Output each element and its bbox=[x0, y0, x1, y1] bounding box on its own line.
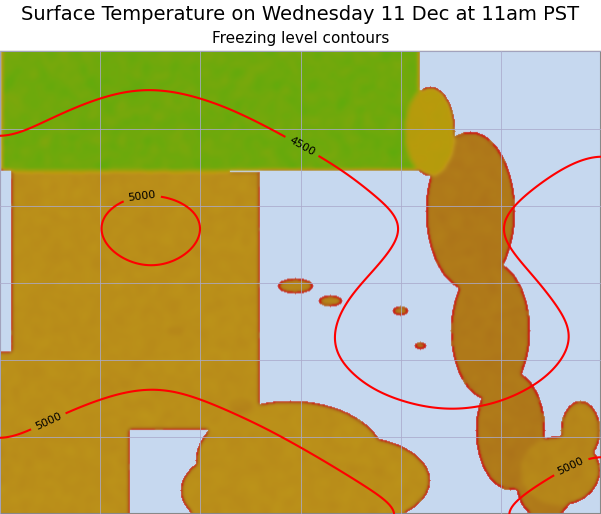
Text: Surface Temperature on Wednesday 11 Dec at 11am PST: Surface Temperature on Wednesday 11 Dec … bbox=[22, 5, 579, 24]
Text: 4500: 4500 bbox=[287, 135, 317, 158]
Text: 5000: 5000 bbox=[34, 411, 63, 432]
Text: 5000: 5000 bbox=[127, 190, 156, 203]
Text: Freezing level contours: Freezing level contours bbox=[212, 31, 389, 46]
Text: 5000: 5000 bbox=[556, 455, 585, 476]
